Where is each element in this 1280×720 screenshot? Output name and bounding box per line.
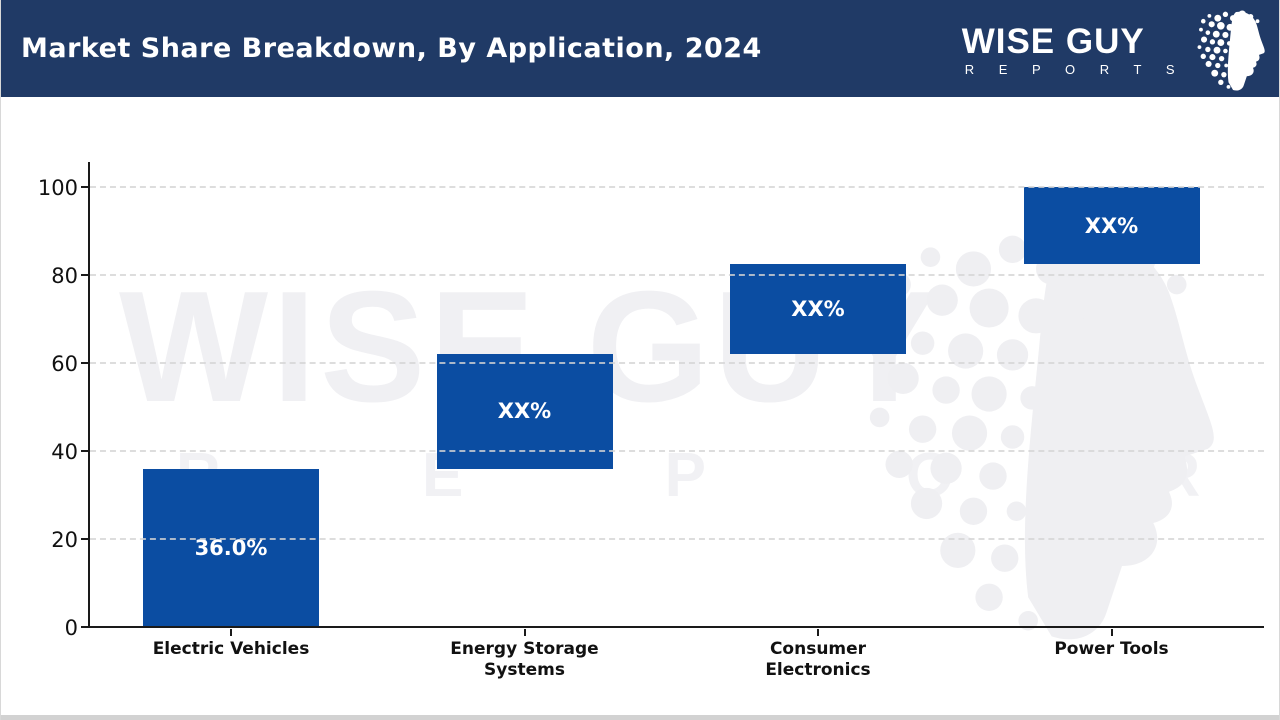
y-axis-line <box>88 162 90 628</box>
plot-area: 0 20 40 60 80 100 36.0% Electric Vehicles XX% Ene… <box>38 165 1264 680</box>
bar-1: 36.0% <box>143 468 319 627</box>
y-axis-tick-mark <box>81 186 88 188</box>
header-bar: Market Share Breakdown, By Application, … <box>1 0 1279 97</box>
y-axis-tick-label: 60 <box>51 352 78 376</box>
x-axis-line <box>88 626 1264 628</box>
bar-3: XX% <box>730 264 906 355</box>
y-axis-tick-label: 100 <box>37 176 78 200</box>
y-axis-tick-mark <box>81 538 88 540</box>
logo-text: WISE GUY R E P O R T S <box>962 24 1185 77</box>
bar-value-label: XX% <box>791 297 845 322</box>
bar-2: XX% <box>436 354 613 469</box>
y-axis-tick-mark <box>81 450 88 452</box>
y-axis-tick-mark <box>81 626 88 628</box>
x-axis-tick-mark <box>523 629 526 636</box>
wise-guy-logo: WISE GUY R E P O R T S <box>962 9 1269 93</box>
y-axis-tick-mark <box>81 274 88 276</box>
gridline-20 <box>90 538 1264 540</box>
x-axis-category-label: Consumer Electronics <box>765 639 871 681</box>
bar-value-label: XX% <box>1084 213 1139 238</box>
y-axis-tick-label: 40 <box>51 440 78 464</box>
logo-subtitle: R E P O R T S <box>964 62 1185 77</box>
x-axis-category-label: Electric Vehicles <box>152 639 310 659</box>
footer-strip <box>1 715 1279 720</box>
x-axis-tick-mark <box>230 629 232 636</box>
bar-value-label: XX% <box>497 399 552 424</box>
gridline-100 <box>90 186 1264 188</box>
y-axis-tick-mark <box>81 362 88 364</box>
y-axis-tick-label: 80 <box>51 264 78 288</box>
gridline-80 <box>90 274 1264 276</box>
x-axis-tick-mark <box>1110 629 1113 636</box>
gridline-40 <box>90 450 1264 452</box>
gridline-60 <box>90 362 1264 364</box>
x-axis-tick-mark <box>817 629 819 636</box>
logo-wordmark: WISE GUY <box>961 22 1145 61</box>
x-axis-category-label: Energy Storage Systems <box>450 639 599 681</box>
y-axis-tick-label: 0 <box>64 616 78 640</box>
bar-4: XX% <box>1023 187 1200 264</box>
page-title: Market Share Breakdown, By Application, … <box>21 33 762 64</box>
x-axis-category-label: Power Tools <box>1054 639 1169 659</box>
y-axis-tick-label: 20 <box>51 528 78 552</box>
logo-head-icon <box>1197 10 1265 91</box>
